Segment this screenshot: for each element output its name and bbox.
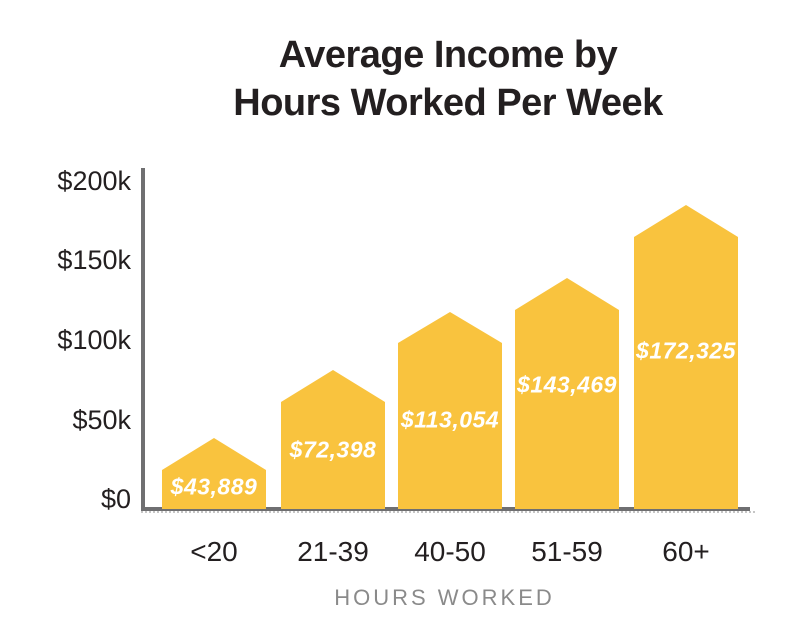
x-axis-tick-label: 60+	[662, 536, 710, 567]
axis-dotted-shadow	[141, 511, 757, 513]
x-axis-tick-label: 21-39	[297, 536, 369, 567]
bar-value-label: $172,325	[636, 337, 736, 364]
x-axis-title: HOURS WORKED	[334, 585, 555, 610]
bar-value-label: $113,054	[400, 406, 500, 433]
chart-title-line-1: Average Income by	[278, 34, 618, 76]
y-axis-tick-label: $50k	[72, 405, 131, 435]
bar-value-label: $43,889	[170, 473, 258, 500]
chart-title-line-2: Hours Worked Per Week	[233, 82, 663, 124]
x-axis-tick-label: 40-50	[414, 536, 486, 567]
bar-value-label: $143,469	[517, 371, 617, 398]
x-axis-tick-label: 51-59	[531, 536, 603, 567]
y-axis-tick-label: $150k	[57, 245, 131, 275]
bar-3: $143,469	[515, 278, 619, 509]
y-axis-tick-label: $200k	[57, 166, 131, 196]
bar-1: $72,398	[281, 370, 385, 509]
chart-title: Average Income by Hours Worked Per Week	[108, 31, 788, 127]
bar-2: $113,054	[398, 312, 502, 509]
y-axis-line	[141, 168, 145, 511]
x-axis-line	[141, 507, 750, 511]
bar-value-label: $72,398	[289, 436, 377, 463]
bar-4: $172,325	[634, 205, 738, 509]
y-axis-tick-label: $100k	[57, 325, 131, 355]
y-axis-tick-label: $0	[100, 484, 131, 514]
x-axis-tick-label: <20	[190, 536, 238, 567]
